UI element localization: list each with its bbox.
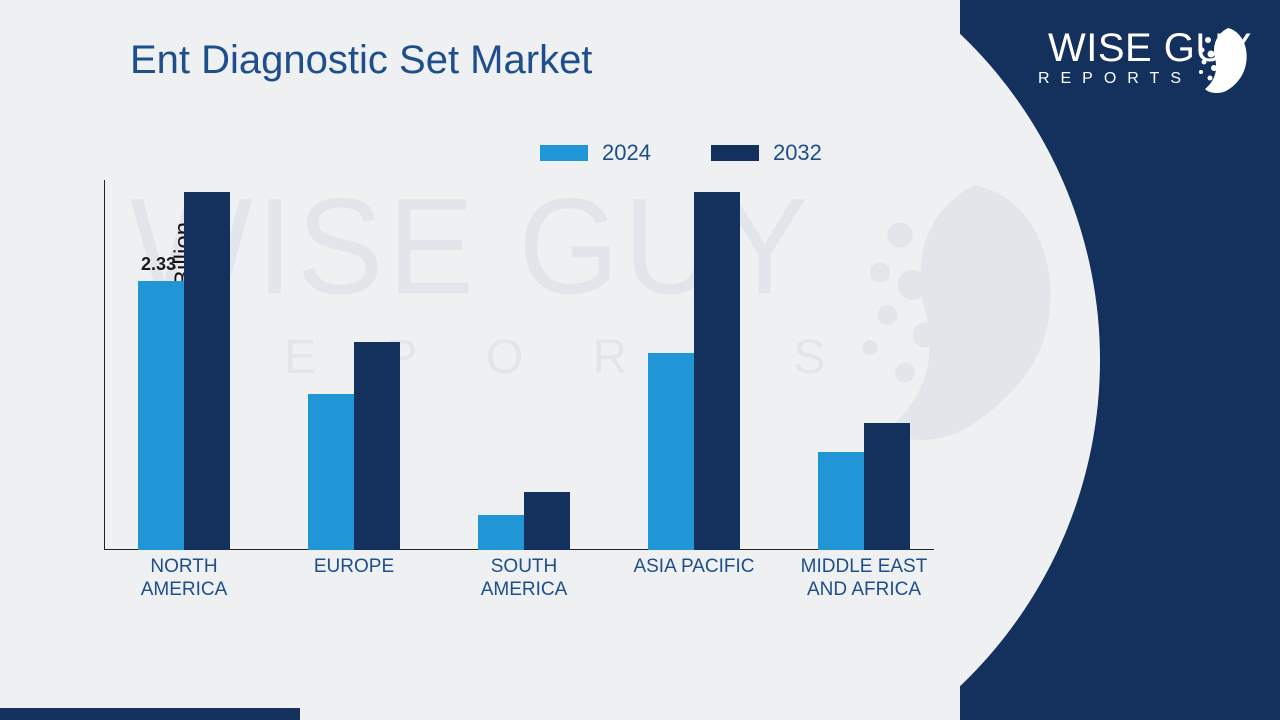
category-label: NORTH AMERICA: [109, 556, 259, 602]
legend-swatch: [540, 145, 588, 161]
category-label: EUROPE: [279, 556, 429, 579]
chart-plot: 2.33: [104, 180, 934, 550]
bar-group: [478, 492, 570, 550]
brand-logo: WISE GUY REPORTS: [982, 28, 1252, 88]
y-axis-line: [104, 180, 105, 550]
category-label: MIDDLE EAST AND AFRICA: [789, 556, 939, 602]
legend: 2024 2032: [540, 140, 822, 166]
bottom-accent-bar: [0, 708, 300, 720]
value-label: 2.33: [141, 254, 176, 275]
legend-item-2024: 2024: [540, 140, 651, 166]
stage: WISE GUY R E P O R T S WISE GUY REPORTS …: [0, 0, 1280, 720]
legend-label: 2032: [773, 140, 822, 166]
bar: [184, 192, 230, 550]
bar: [818, 452, 864, 550]
legend-label: 2024: [602, 140, 651, 166]
bar: [524, 492, 570, 550]
category-label: ASIA PACIFIC: [619, 556, 769, 579]
chart-title: Ent Diagnostic Set Market: [130, 38, 592, 83]
bar: [308, 394, 354, 550]
bar-group: [818, 423, 910, 550]
category-label: SOUTH AMERICA: [449, 556, 599, 602]
legend-item-2032: 2032: [711, 140, 822, 166]
bar: [354, 342, 400, 550]
bar: [648, 353, 694, 550]
legend-swatch: [711, 145, 759, 161]
bar: [864, 423, 910, 550]
brand-head-icon: [1192, 24, 1252, 94]
bar-group: [308, 342, 400, 550]
bar: [694, 192, 740, 550]
bar-group: [648, 192, 740, 550]
bar: [478, 515, 524, 550]
bar-group: [138, 192, 230, 550]
bar: [138, 281, 184, 550]
